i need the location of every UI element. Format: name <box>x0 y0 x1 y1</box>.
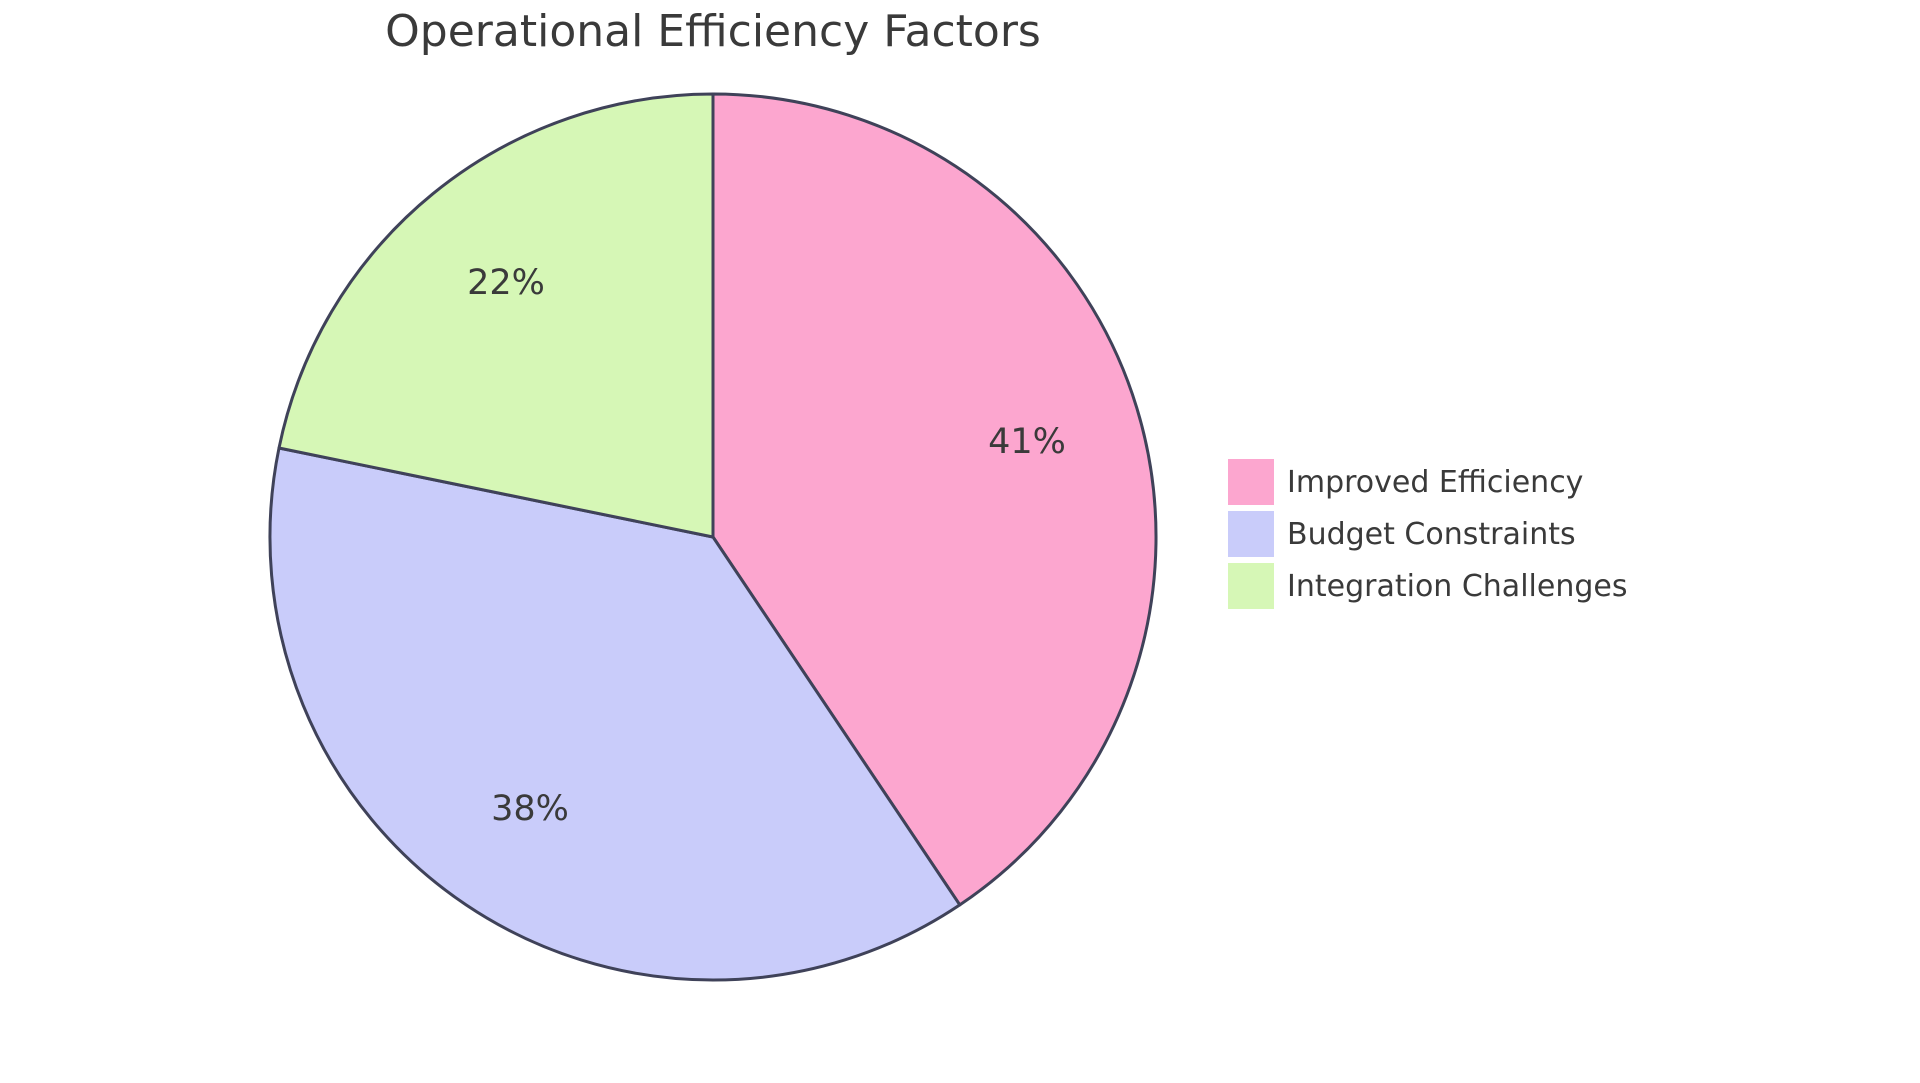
pie-slice-budget-constraints[interactable] <box>268 446 962 982</box>
pie-percent-label-improved-efficiency: 41% <box>988 422 1066 462</box>
pie-slice-integration-challenges[interactable] <box>277 92 715 539</box>
legend-swatch-integration-challenges <box>1228 563 1274 609</box>
legend-label-improved-efficiency: Improved Efficiency <box>1287 464 1584 500</box>
pie-percent-label-integration-challenges: 22% <box>467 263 545 303</box>
legend-label-budget-constraints: Budget Constraints <box>1287 516 1576 552</box>
pie-slice-improved-efficiency[interactable] <box>711 92 1158 907</box>
pie-slices-group <box>268 92 1158 982</box>
legend-item-integration-challenges[interactable]: Integration Challenges <box>1228 563 1627 609</box>
chart-legend: Improved Efficiency Budget Constraints I… <box>1228 459 1627 609</box>
legend-item-budget-constraints[interactable]: Budget Constraints <box>1228 511 1627 557</box>
legend-swatch-improved-efficiency <box>1228 459 1274 505</box>
pie-labels-group: 41% 38% 22% <box>467 263 1066 829</box>
legend-item-improved-efficiency[interactable]: Improved Efficiency <box>1228 459 1627 505</box>
legend-swatch-budget-constraints <box>1228 511 1274 557</box>
chart-title: Operational Efficiency Factors <box>385 6 1041 57</box>
legend-label-integration-challenges: Integration Challenges <box>1287 568 1628 604</box>
pie-percent-label-budget-constraints: 38% <box>491 789 569 829</box>
